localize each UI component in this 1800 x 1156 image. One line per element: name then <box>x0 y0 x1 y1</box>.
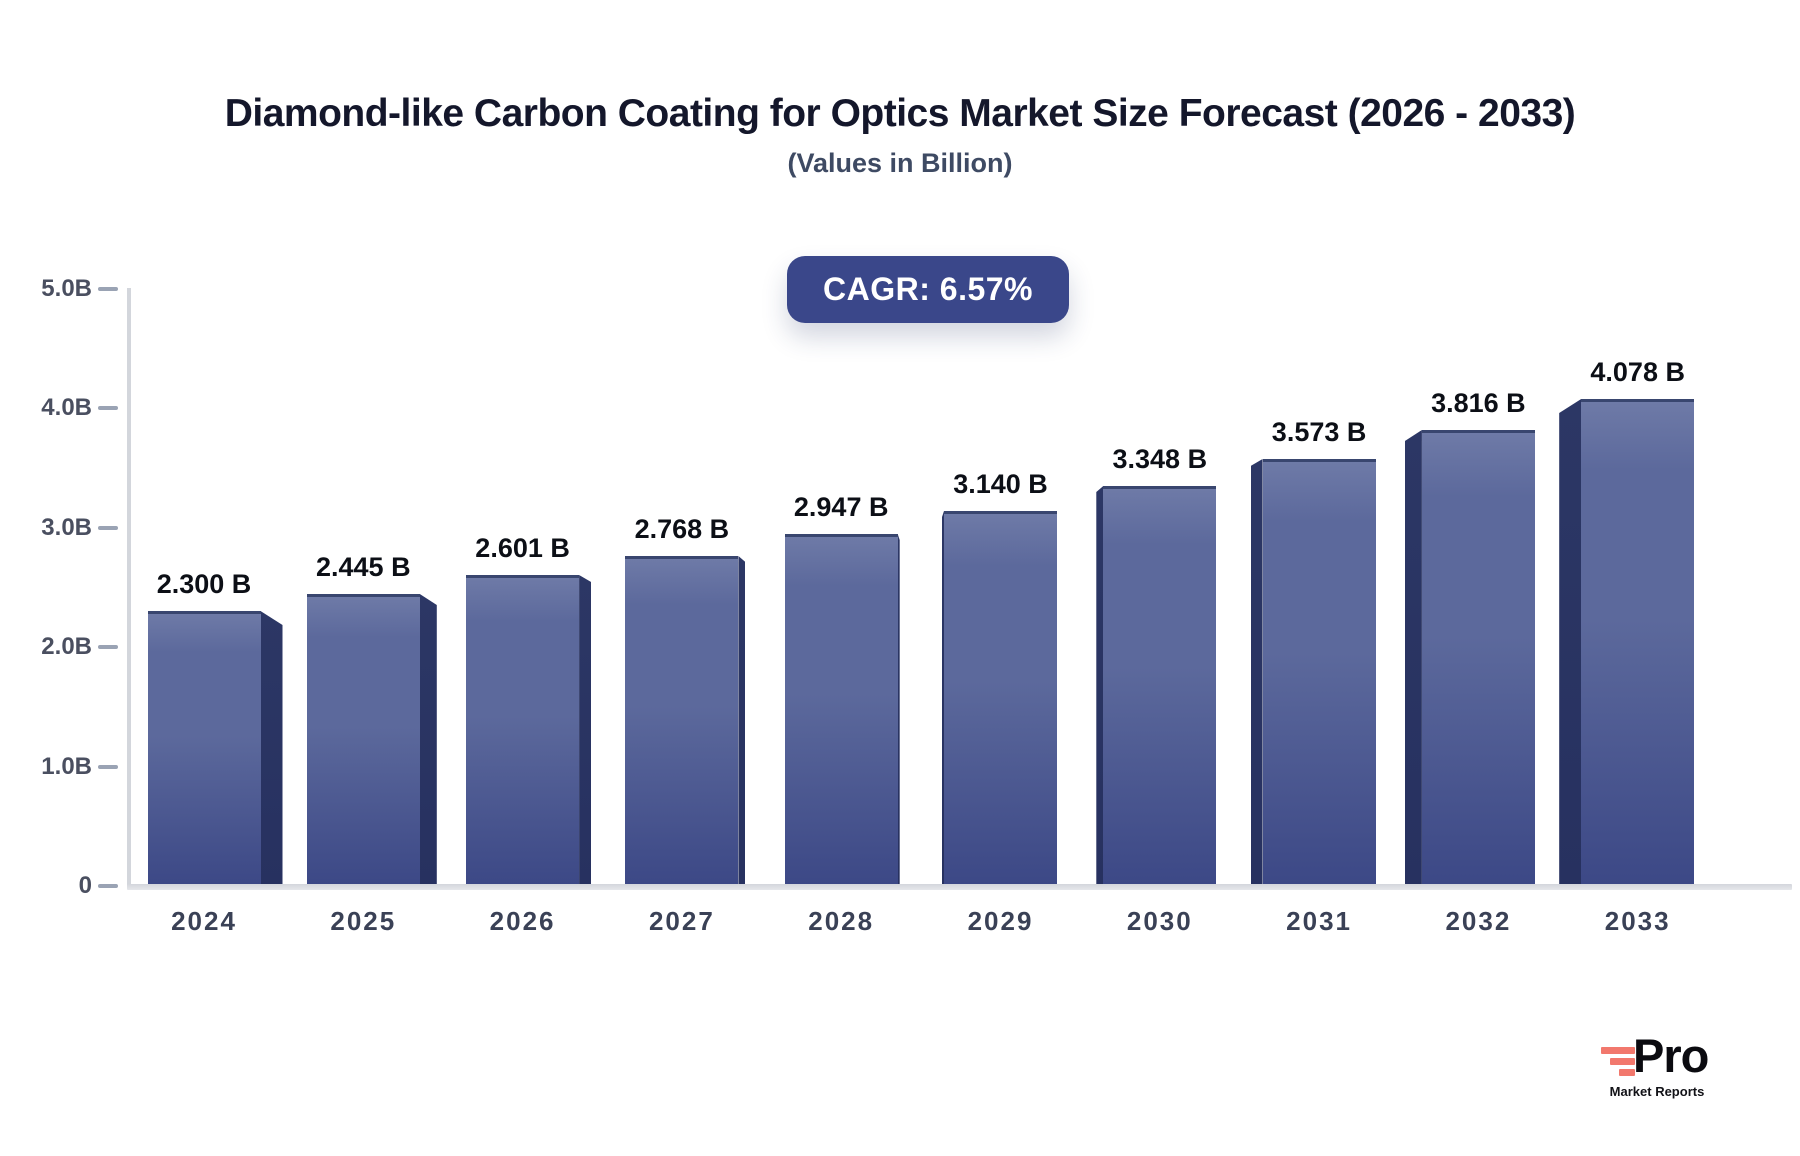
y-axis-line <box>127 288 131 888</box>
logo-brand-text: Pro <box>1633 1029 1709 1082</box>
bar-value-label: 2.768 B <box>634 514 730 544</box>
bar-value-label: 2.947 B <box>793 492 889 522</box>
bar <box>306 594 420 886</box>
x-tick-label: 2024 <box>171 906 237 936</box>
x-tick-label: 2026 <box>489 906 556 936</box>
bar-3d-side <box>1096 486 1104 886</box>
bar-3d-side <box>260 611 283 886</box>
bar-value-label: 3.140 B <box>953 469 1048 499</box>
bar-value-label: 2.601 B <box>475 533 570 563</box>
bar-value-label: 2.445 B <box>316 552 411 582</box>
y-tick-label: 3.0B <box>41 513 92 541</box>
bar-3d-side <box>942 511 944 886</box>
y-tick-dash <box>98 287 118 291</box>
bar-value-label: 3.573 B <box>1271 417 1367 447</box>
x-tick-label: 2033 <box>1604 906 1671 936</box>
bar <box>1262 459 1376 886</box>
bar-3d-side <box>579 575 592 886</box>
bar-3d-side <box>1404 430 1422 886</box>
cagr-badge: CAGR: 6.57% <box>787 256 1069 323</box>
bar-value-label: 3.348 B <box>1112 444 1208 474</box>
y-tick-label: 5.0B <box>41 275 92 302</box>
bar <box>147 611 261 886</box>
bar <box>466 575 580 886</box>
chart-subtitle: (Values in Billion) <box>787 148 1013 178</box>
x-tick-label: 2025 <box>330 906 397 936</box>
y-tick-label: 4.0B <box>41 394 92 422</box>
y-tick-dash <box>98 884 118 888</box>
logo-brand-subtext: Market Reports <box>1609 1084 1705 1099</box>
bar <box>1581 399 1695 886</box>
bar <box>944 511 1057 886</box>
x-tick-label: 2027 <box>648 906 715 936</box>
bar <box>1103 486 1217 886</box>
y-tick-dash <box>98 764 118 769</box>
x-tick-label: 2028 <box>808 906 875 936</box>
y-tick-dash <box>98 406 118 411</box>
bar <box>1421 430 1535 886</box>
y-tick-dash <box>98 645 118 650</box>
logo-speed-lines-icon <box>1595 1047 1635 1076</box>
y-tick-label: 2.0B <box>41 633 92 661</box>
bar-value-label: 3.816 B <box>1431 388 1526 418</box>
y-tick-label: 1.0B <box>41 752 92 780</box>
y-tick-label: 0 <box>78 872 92 899</box>
bar-3d-side <box>897 534 900 886</box>
brand-logo: Pro Market Reports <box>1595 1029 1715 1104</box>
x-tick-label: 2029 <box>967 906 1034 936</box>
chart-title: Diamond-like Carbon Coating for Optics M… <box>224 92 1576 135</box>
bar <box>625 556 739 886</box>
x-tick-label: 2030 <box>1126 906 1193 936</box>
bar-3d-side <box>738 556 746 886</box>
bar-3d-side <box>1250 459 1263 886</box>
bar-value-label: 4.078 B <box>1590 357 1685 387</box>
y-tick-dash <box>98 525 118 530</box>
bar-3d-side <box>419 594 437 886</box>
bar-3d-side <box>1559 399 1582 886</box>
bar <box>784 534 898 886</box>
x-axis-line <box>127 884 1792 890</box>
x-tick-label: 2031 <box>1286 906 1353 936</box>
bar-value-label: 2.300 B <box>156 569 252 599</box>
x-tick-label: 2032 <box>1445 906 1512 936</box>
chart-header: Diamond-like Carbon Coating for Optics M… <box>0 92 1800 179</box>
